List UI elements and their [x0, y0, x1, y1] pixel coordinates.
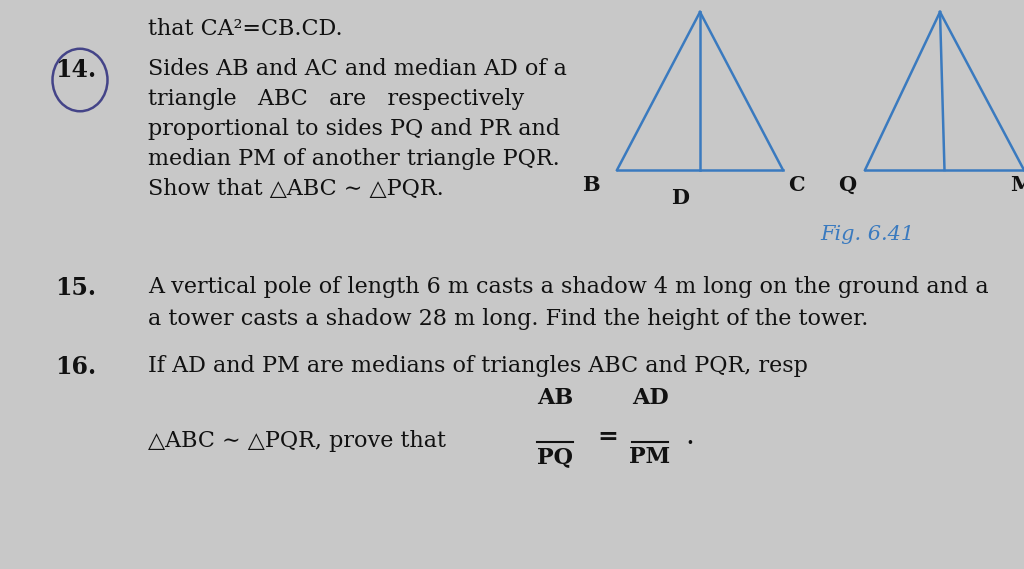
- Text: Sides AB and AC and median AD of a: Sides AB and AC and median AD of a: [148, 58, 567, 80]
- Text: 14.: 14.: [55, 58, 96, 82]
- Text: PM: PM: [630, 446, 671, 468]
- Text: △ABC ∼ △PQR, prove that: △ABC ∼ △PQR, prove that: [148, 430, 446, 452]
- Text: Show that △ABC ∼ △PQR.: Show that △ABC ∼ △PQR.: [148, 178, 443, 200]
- Text: If AD and PM are medians of triangles ABC and PQR, resp: If AD and PM are medians of triangles AB…: [148, 355, 808, 377]
- Text: that CA²=CB.CD.: that CA²=CB.CD.: [148, 18, 343, 40]
- Text: proportional to sides PQ and PR and: proportional to sides PQ and PR and: [148, 118, 560, 140]
- Text: =: =: [598, 425, 618, 449]
- Text: AD: AD: [632, 387, 669, 409]
- Text: .: .: [685, 423, 694, 451]
- Text: C: C: [788, 175, 805, 195]
- Text: B: B: [583, 175, 600, 195]
- Text: 15.: 15.: [55, 276, 96, 300]
- Text: PQ: PQ: [537, 446, 573, 468]
- Text: Fig. 6.41: Fig. 6.41: [820, 225, 914, 244]
- Text: Q: Q: [838, 175, 856, 195]
- Text: A vertical pole of length 6 m casts a shadow 4 m long on the ground and a: A vertical pole of length 6 m casts a sh…: [148, 276, 988, 298]
- Text: median PM of another triangle PQR.: median PM of another triangle PQR.: [148, 148, 560, 170]
- Text: AB: AB: [537, 387, 573, 409]
- Text: a tower casts a shadow 28 m long. Find the height of the tower.: a tower casts a shadow 28 m long. Find t…: [148, 308, 868, 330]
- Text: triangle   ABC   are   respectively: triangle ABC are respectively: [148, 88, 524, 110]
- Text: D: D: [671, 188, 689, 208]
- Text: M: M: [1010, 175, 1024, 195]
- Text: 16.: 16.: [55, 355, 96, 379]
